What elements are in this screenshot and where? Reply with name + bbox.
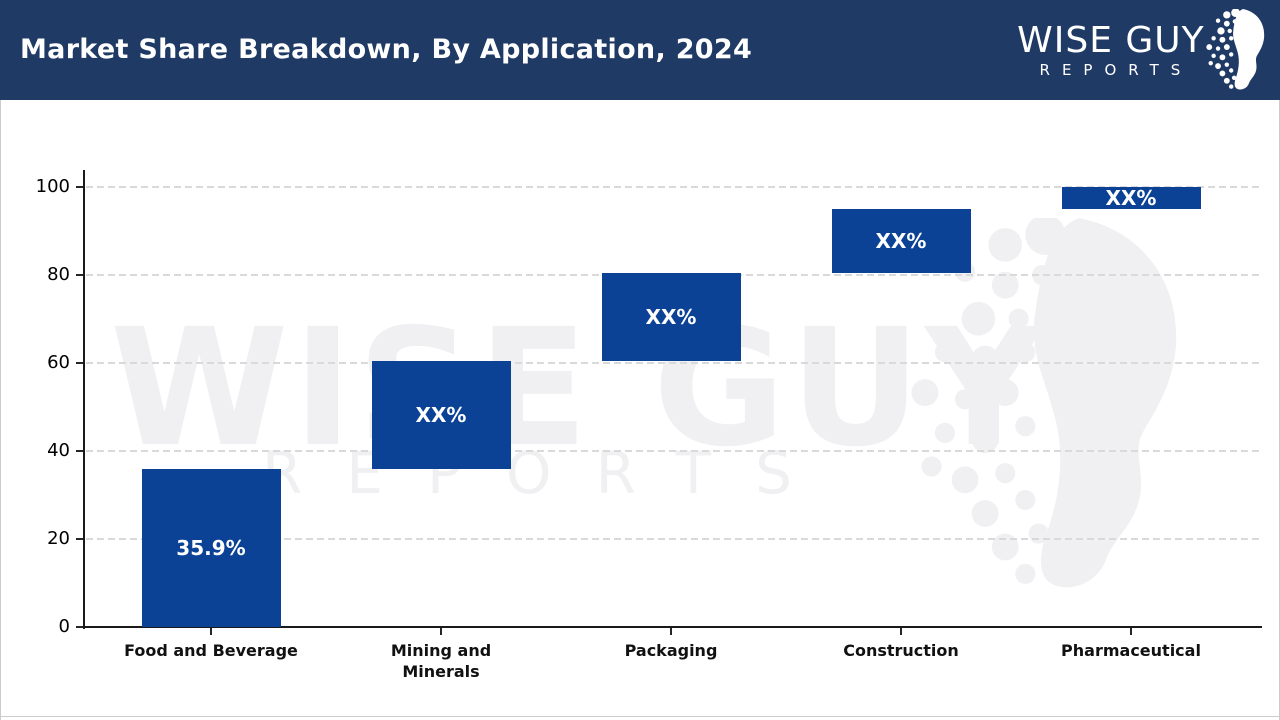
header: Market Share Breakdown, By Application, … (0, 0, 1280, 100)
x-tick (440, 628, 442, 635)
x-tick-label: Mining and Minerals (390, 641, 492, 681)
x-axis (83, 626, 1262, 628)
bottom-divider (0, 716, 1280, 717)
bar-packaging: XX% (601, 272, 741, 361)
y-tick-label: 0 (58, 616, 70, 637)
gridline (86, 186, 1262, 188)
x-tick-label: Pharmaceutical (1061, 641, 1201, 660)
watermark-head-icon (911, 218, 1177, 588)
bar-value-label: XX% (645, 304, 697, 329)
watermark-subtext: REPORTS (262, 439, 836, 507)
y-tick-label: 60 (47, 352, 70, 373)
bar-pharmaceutical: XX% (1061, 186, 1201, 210)
brand-logo: WISE GUY REPORTS (1017, 8, 1266, 92)
wiseguy-head-icon (1205, 9, 1264, 90)
y-tick (76, 626, 84, 628)
y-tick (76, 362, 84, 364)
x-tick (670, 628, 672, 635)
gridline (86, 450, 1262, 452)
x-tick (900, 628, 902, 635)
bar-value-label: XX% (875, 228, 927, 253)
watermark-text: WISE GUY (110, 295, 1047, 483)
bar-construction: XX% (831, 209, 971, 273)
y-tick-label: 100 (35, 176, 70, 197)
x-tick-label: Food and Beverage (124, 641, 298, 660)
brand-subtitle: REPORTS (1039, 60, 1193, 79)
bar-value-label: XX% (1105, 186, 1157, 210)
gridline (86, 538, 1262, 540)
x-tick (1130, 628, 1132, 635)
brand-name: WISE GUY (1017, 19, 1205, 61)
x-tick-label: Construction (843, 641, 959, 660)
brand-text: WISE GUY REPORTS (1017, 19, 1205, 79)
y-tick (76, 450, 84, 452)
page-title: Market Share Breakdown, By Application, … (20, 34, 753, 65)
y-tick (76, 538, 84, 540)
bar-food-and-beverage: 35.9% (141, 469, 281, 627)
y-tick-label: 80 (47, 264, 70, 285)
bar-mining-and-minerals: XX% (371, 360, 511, 470)
gridline (86, 362, 1262, 364)
y-tick-label: 40 (47, 440, 70, 461)
x-tick (210, 628, 212, 635)
bar-value-label: 35.9% (176, 536, 246, 560)
y-axis (83, 170, 85, 629)
bar-value-label: XX% (415, 402, 467, 427)
x-tick-label: Packaging (624, 641, 718, 660)
y-tick (76, 186, 84, 188)
y-tick-label: 20 (47, 528, 70, 549)
y-tick (76, 274, 84, 276)
